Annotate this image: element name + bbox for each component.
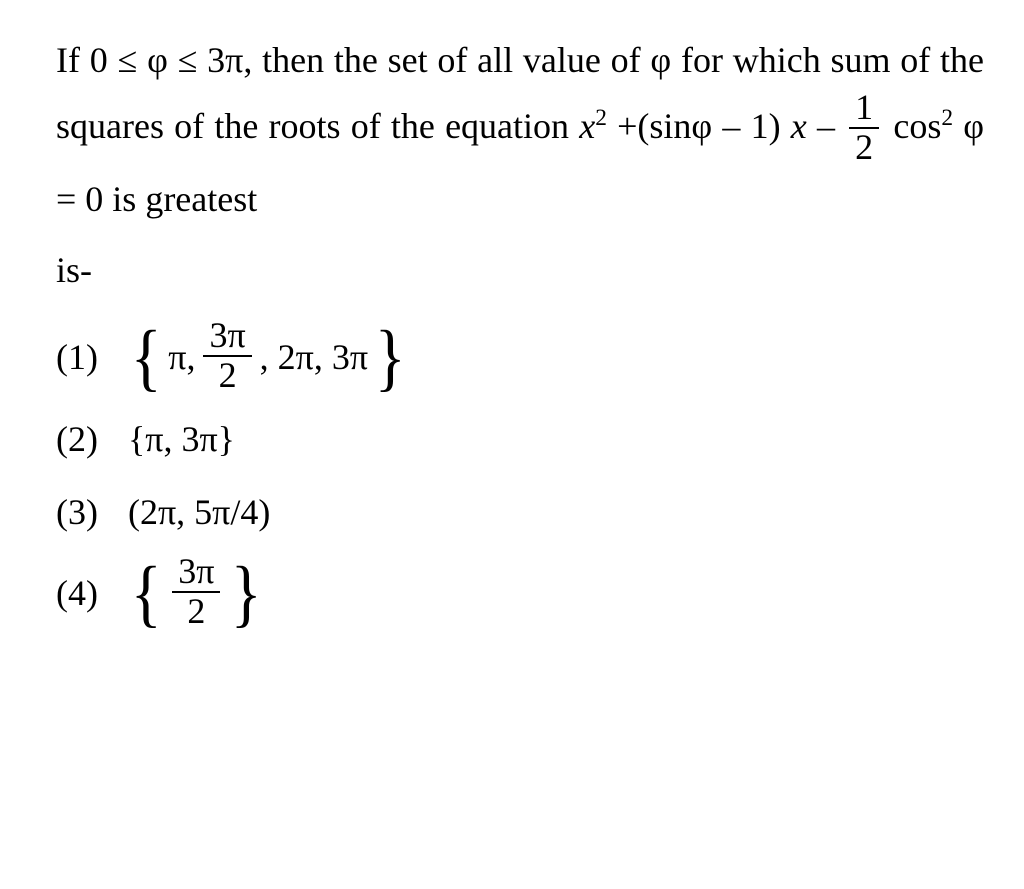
problem-statement: If 0 ≤ φ ≤ 3π, then the set of all value…: [56, 30, 984, 230]
brace-right-icon: }: [231, 564, 262, 624]
opt4-frac-den: 2: [172, 591, 220, 631]
is-label: is-: [56, 240, 984, 301]
opt1-frac: 3π 2: [203, 317, 251, 395]
opt4-frac: 3π 2: [172, 553, 220, 631]
option-1: (1) { π, 3π 2 , 2π, 3π }: [56, 319, 984, 397]
eq-x: x: [791, 106, 807, 146]
range: 0 ≤ φ ≤ 3π: [90, 40, 244, 80]
opt1-frac-den: 2: [203, 355, 251, 395]
frac-half-num: 1: [849, 89, 879, 127]
eq-minus: –: [807, 106, 845, 146]
option-4: (4) { 3π 2 }: [56, 555, 984, 633]
intro-if: If: [56, 40, 80, 80]
frac-half-den: 2: [849, 127, 879, 167]
option-4-number: (4): [56, 563, 128, 624]
option-2-number: (2): [56, 409, 128, 470]
option-1-set: { π, 3π 2 , 2π, 3π }: [128, 319, 408, 397]
eq-x2-exp: 2: [595, 105, 607, 131]
equation-label: equation: [445, 106, 569, 146]
option-3-number: (3): [56, 482, 128, 543]
option-1-number: (1): [56, 327, 128, 388]
options-block: (1) { π, 3π 2 , 2π, 3π } (2) {π, 3π} (3)…: [56, 319, 984, 633]
opt1-frac-num: 3π: [203, 317, 251, 355]
opt1-pi: π,: [168, 327, 195, 388]
option-4-set: { 3π 2 }: [128, 555, 265, 633]
eq-cos-exp: 2: [941, 105, 953, 131]
intro-part2: , then the set of all value of φ for: [243, 40, 723, 80]
brace-left-icon: {: [131, 564, 162, 624]
opt1-rest: , 2π, 3π: [260, 327, 368, 388]
option-2-set: {π, 3π}: [128, 409, 235, 470]
option-3-set: (2π, 5π/4): [128, 482, 270, 543]
frac-half: 12: [849, 89, 879, 167]
eq-x2-base: x: [579, 106, 595, 146]
brace-right-icon: }: [375, 328, 406, 388]
eq-cos: cos: [883, 106, 941, 146]
brace-left-icon: {: [131, 328, 162, 388]
eq-mid: +(sinφ – 1): [607, 106, 791, 146]
option-2: (2) {π, 3π}: [56, 409, 984, 470]
option-3: (3) (2π, 5π/4): [56, 482, 984, 543]
opt4-frac-num: 3π: [172, 553, 220, 591]
